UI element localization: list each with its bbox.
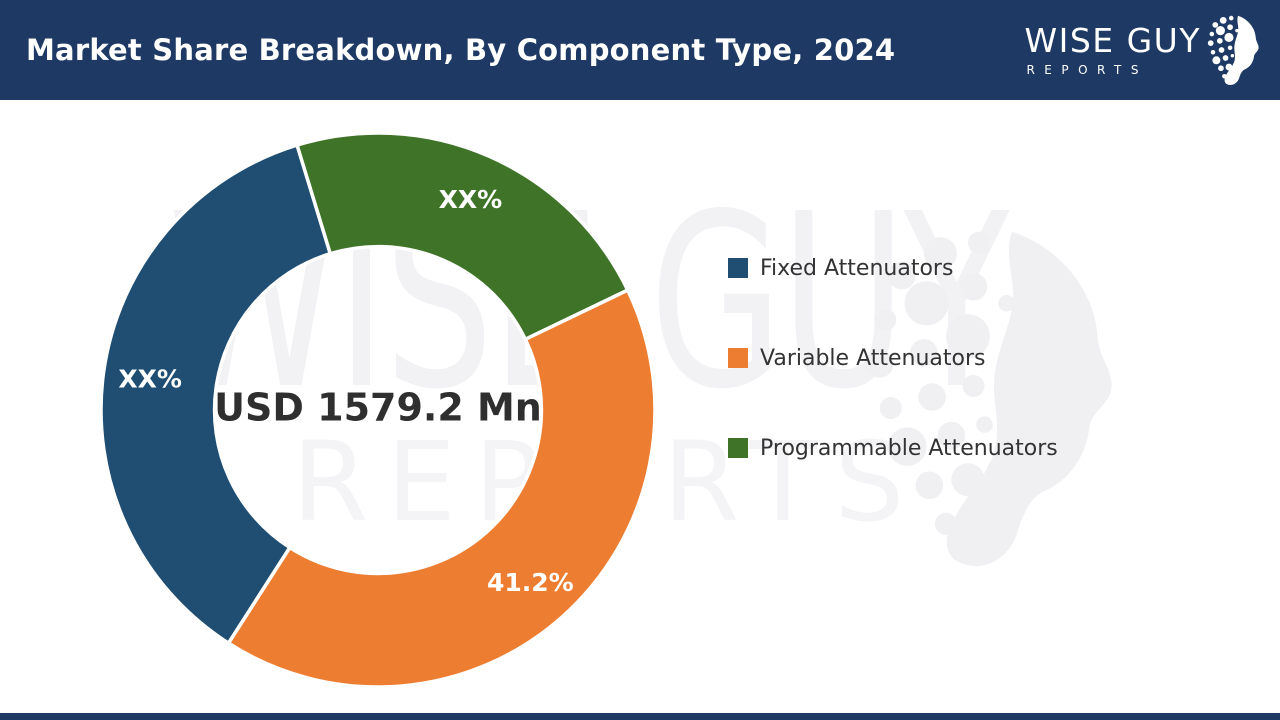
page-title: Market Share Breakdown, By Component Typ…	[26, 33, 896, 67]
legend-label: Fixed Attenuators	[760, 255, 954, 281]
donut-slice-labels: XX% 41.2% XX%	[118, 185, 573, 597]
legend-swatch-variable	[728, 348, 748, 368]
wiseguy-logo-text: WISE GUY REPORTS	[1024, 24, 1201, 77]
donut-slices	[99, 131, 657, 689]
legend-item-programmable-attenuators: Programmable Attenuators	[728, 435, 1058, 461]
donut-chart: XX% 41.2% XX% USD 1579.2 Mn	[99, 131, 657, 689]
legend-item-fixed-attenuators: Fixed Attenuators	[728, 255, 1058, 281]
donut-center-value: USD 1579.2 Mn	[214, 385, 542, 429]
logo-subtitle: REPORTS	[1026, 62, 1148, 77]
legend: Fixed Attenuators Variable Attenuators P…	[728, 255, 1058, 461]
legend-label: Variable Attenuators	[760, 345, 986, 371]
header: Market Share Breakdown, By Component Typ…	[0, 0, 1280, 100]
footer-bar	[0, 713, 1280, 720]
legend-item-variable-attenuators: Variable Attenuators	[728, 345, 1058, 371]
donut-slice-fixed-attenuators	[99, 143, 332, 645]
slice-value-label: 41.2%	[487, 568, 574, 597]
logo-wordmark: WISE GUY	[1024, 20, 1201, 60]
donut-slice-variable-attenuators	[226, 288, 657, 689]
chart-area: WISE GUY REPORTS XX%41.2%XX% USD 1579.2 …	[0, 100, 1280, 713]
wiseguy-head-icon	[1207, 15, 1259, 85]
slice-value-label: XX%	[118, 364, 182, 393]
legend-swatch-fixed	[728, 258, 748, 278]
wiseguy-logo: WISE GUY REPORTS	[1024, 10, 1262, 90]
donut-slice-programmable-attenuators	[295, 131, 630, 342]
slice-value-label: XX%	[439, 185, 503, 214]
legend-label: Programmable Attenuators	[760, 435, 1058, 461]
legend-swatch-programmable	[728, 438, 748, 458]
